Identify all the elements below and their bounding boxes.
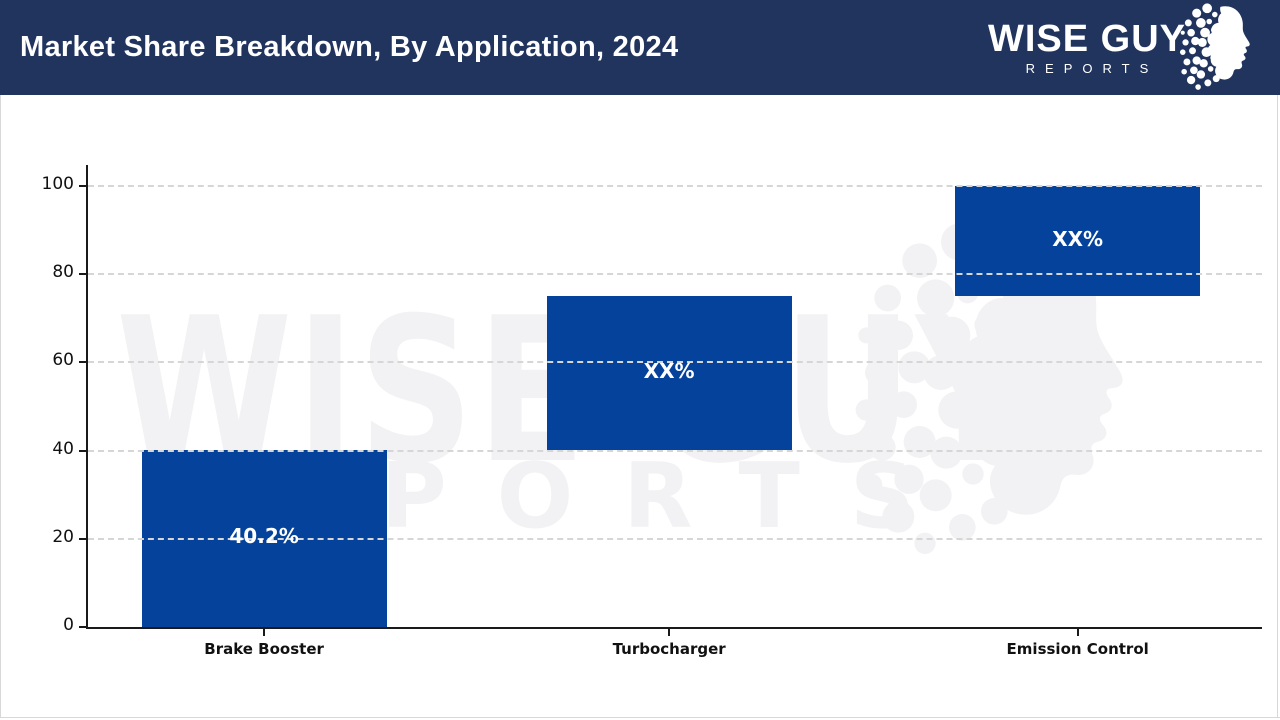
y-tick-label-100: 100 [41,174,74,194]
x-tick-mark [668,629,671,636]
right-edge-line [1277,95,1278,717]
wiseguy-logo-text: WISE GUY REPORTS [988,20,1186,76]
wiseguy-logo: WISE GUY REPORTS [988,2,1262,94]
left-edge-line [0,95,1,717]
page-title: Market Share Breakdown, By Application, … [20,31,679,63]
logo-wordmark: WISE GUY [987,17,1186,60]
y-tick-label-60: 60 [52,350,74,371]
y-tick-mark [79,449,88,452]
y-tick-mark [79,537,88,540]
y-tick-label-80: 80 [52,262,74,283]
y-tick-mark [79,273,88,276]
dotted-head-logo-icon [1179,2,1250,90]
x-tick-mark [1076,629,1079,636]
y-tick-label-40: 40 [52,438,74,459]
x-axis [86,627,1262,629]
bar-value-label: XX% [1052,227,1104,252]
header-bar: Market Share Breakdown, By Application, … [0,0,1280,95]
y-axis [86,165,88,629]
y-tick-mark [79,626,88,628]
gridline-60 [88,361,1262,364]
bottom-edge-line [0,717,1280,718]
x-tick-label-turbocharger: Turbocharger [612,640,726,658]
bar-value-label: 40.2% [229,524,299,549]
y-tick-label-0: 0 [63,615,74,635]
x-tick-label-brake-booster: Brake Booster [204,640,324,658]
bar-turbocharger [546,296,792,450]
y-tick-mark [79,185,88,187]
logo-subtitle: REPORTS [1025,60,1159,76]
y-tick-label-20: 20 [52,526,74,547]
gridline-100 [88,185,1262,187]
x-tick-mark [263,629,266,636]
x-tick-label-emission-control: Emission Control [1006,640,1149,658]
gridline-40 [88,449,1262,452]
gridline-80 [88,273,1262,276]
bar-emission-control [955,186,1201,297]
gridline-20 [88,537,1262,540]
bar-value-label: XX% [643,358,695,383]
y-tick-mark [79,361,88,364]
